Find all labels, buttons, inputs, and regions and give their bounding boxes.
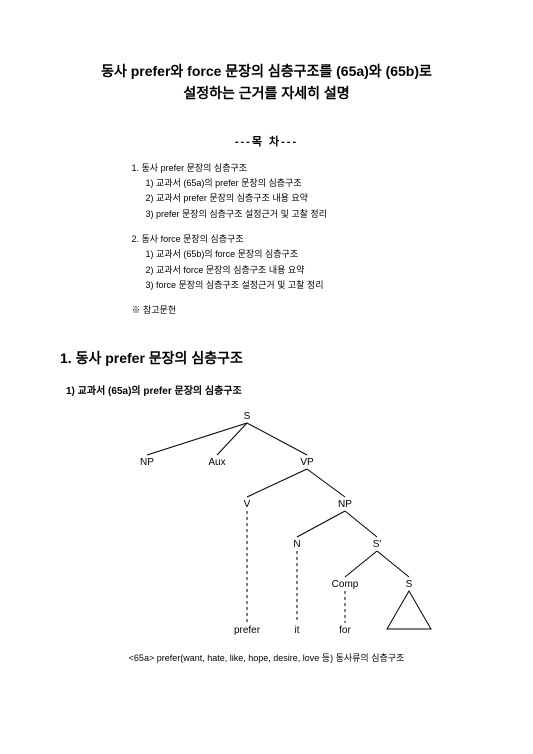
- title-line-1: 동사 prefer와 force 문장의 심층구조를 (65a)와 (65b)로: [101, 63, 432, 79]
- toc-2-item-3: 3) force 문장의 심층구조 설정근거 및 고찰 정리: [132, 278, 402, 293]
- syntax-tree-diagram: S NP Aux VP V NP N S' Comp Sprefer it for: [77, 405, 457, 645]
- svg-text:S: S: [405, 579, 412, 590]
- page-title: 동사 prefer와 force 문장의 심층구조를 (65a)와 (65b)로…: [60, 60, 473, 105]
- toc-2-item-2: 2) 교과서 force 문장의 심층구조 내용 요약: [132, 263, 402, 278]
- syntax-tree-wrap: S NP Aux VP V NP N S' Comp Sprefer it for <65a> pre…: [60, 405, 473, 664]
- toc-section-2: 2. 동사 force 문장의 심층구조 1) 교과서 (65b)의 force…: [132, 232, 402, 293]
- section-1-heading: 1. 동사 prefer 문장의 심층구조: [60, 348, 473, 368]
- svg-text:it: it: [294, 625, 299, 636]
- table-of-contents: 1. 동사 prefer 문장의 심층구조 1) 교과서 (65a)의 pref…: [132, 161, 402, 319]
- svg-text:NP: NP: [140, 457, 154, 468]
- svg-text:VP: VP: [300, 457, 314, 468]
- toc-2-head: 2. 동사 force 문장의 심층구조: [132, 232, 402, 247]
- toc-1-item-3: 3) prefer 문장의 심층구조 설정근거 및 고찰 정리: [132, 207, 402, 222]
- svg-text:for: for: [339, 625, 351, 636]
- title-line-2: 설정하는 근거를 자세히 설명: [183, 85, 349, 101]
- svg-text:NP: NP: [338, 499, 352, 510]
- toc-section-1: 1. 동사 prefer 문장의 심층구조 1) 교과서 (65a)의 pref…: [132, 161, 402, 222]
- tree-caption: <65a> prefer(want, hate, like, hope, des…: [129, 651, 405, 664]
- toc-1-head: 1. 동사 prefer 문장의 심층구조: [132, 161, 402, 176]
- svg-text:Comp: Comp: [331, 579, 358, 590]
- svg-text:S: S: [243, 411, 250, 422]
- section-1-subheading: 1) 교과서 (65a)의 prefer 문장의 심층구조: [66, 382, 473, 397]
- toc-references: ※ 참고문헌: [132, 303, 402, 318]
- toc-label: ---목 차---: [60, 133, 473, 149]
- toc-2-item-1: 1) 교과서 (65b)의 force 문장의 심층구조: [132, 247, 402, 262]
- svg-text:Aux: Aux: [208, 457, 225, 468]
- toc-1-item-1: 1) 교과서 (65a)의 prefer 문장의 심층구조: [132, 176, 402, 191]
- svg-text:prefer: prefer: [233, 625, 260, 636]
- svg-text:N: N: [293, 539, 300, 550]
- svg-text:S': S': [372, 539, 381, 550]
- svg-text:V: V: [243, 499, 250, 510]
- toc-1-item-2: 2) 교과서 prefer 문장의 심층구조 내용 요약: [132, 191, 402, 206]
